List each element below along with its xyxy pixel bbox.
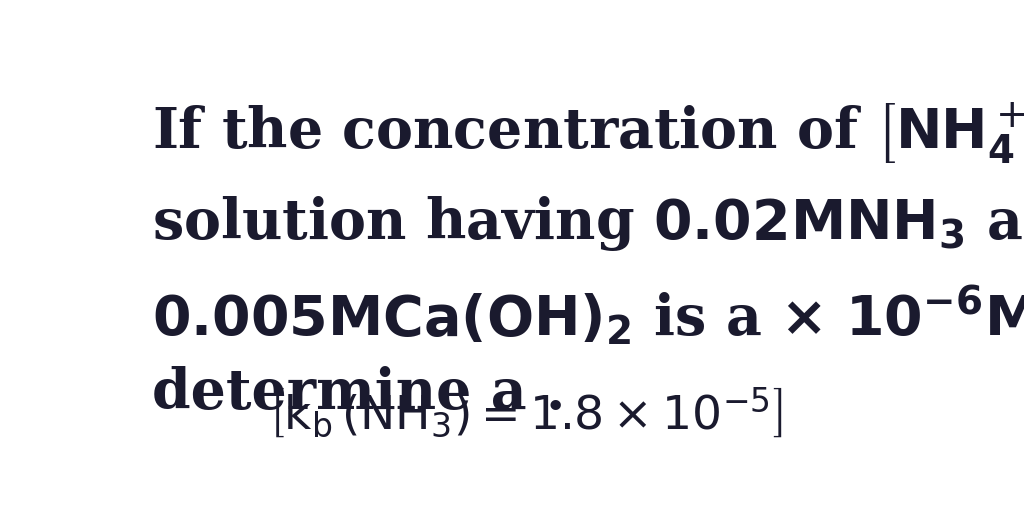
Text: $\mathbf{0.005MCa(OH)_2}$ is a $\mathbf{\times\ 10^{-6}M,}$: $\mathbf{0.005MCa(OH)_2}$ is a $\mathbf{… xyxy=(152,284,1024,348)
Text: If the concentration of $\left[\mathbf{NH}_\mathbf{4}^+\right]$ in a: If the concentration of $\left[\mathbf{N… xyxy=(152,100,1024,166)
Text: determine a .: determine a . xyxy=(152,366,565,421)
Text: $\left[\mathrm{k_b}\,(\mathrm{NH_3}) = 1.8 \times 10^{-5}\right]$: $\left[\mathrm{k_b}\,(\mathrm{NH_3}) = 1… xyxy=(267,385,782,439)
Text: solution having $\mathbf{0.02MNH_3}$ and: solution having $\mathbf{0.02MNH_3}$ and xyxy=(152,194,1024,253)
